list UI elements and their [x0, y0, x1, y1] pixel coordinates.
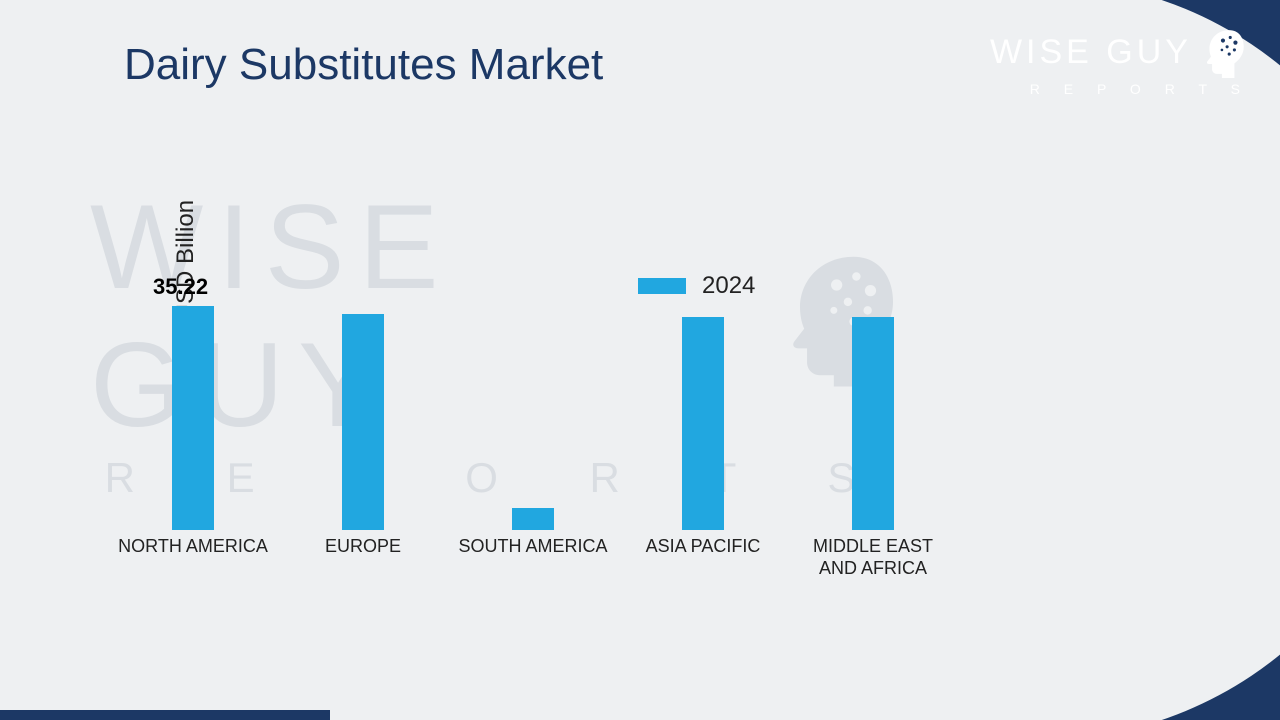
- bottom-accent-bar: [0, 710, 330, 720]
- bar-chart: Market Size in USD Billion 2024 35.22NOR…: [100, 130, 1000, 550]
- bar: [852, 317, 894, 530]
- brand-line2: R E P O R T S: [990, 82, 1250, 96]
- category-label: ASIA PACIFIC: [628, 536, 778, 558]
- bar: [682, 317, 724, 530]
- category-label: MIDDLE EAST AND AFRICA: [798, 536, 948, 579]
- category-label: EUROPE: [288, 536, 438, 558]
- bar: [172, 306, 214, 530]
- brand-line1: WISE GUY: [990, 35, 1192, 69]
- chart-title: Dairy Substitutes Market: [124, 40, 603, 90]
- brand-logo: WISE GUY R E P O R T S: [990, 26, 1250, 96]
- category-label: SOUTH AMERICA: [458, 536, 608, 558]
- bar: [512, 508, 554, 530]
- brand-head-icon: [1198, 26, 1250, 78]
- bar: [342, 314, 384, 530]
- plot-area: 35.22NORTH AMERICAEUROPESOUTH AMERICAASI…: [110, 130, 990, 530]
- bar-value-label: 35.22: [153, 274, 208, 300]
- category-label: NORTH AMERICA: [118, 536, 268, 558]
- stage: WISE GUY R E P O R T S WISE GUY: [0, 0, 1280, 720]
